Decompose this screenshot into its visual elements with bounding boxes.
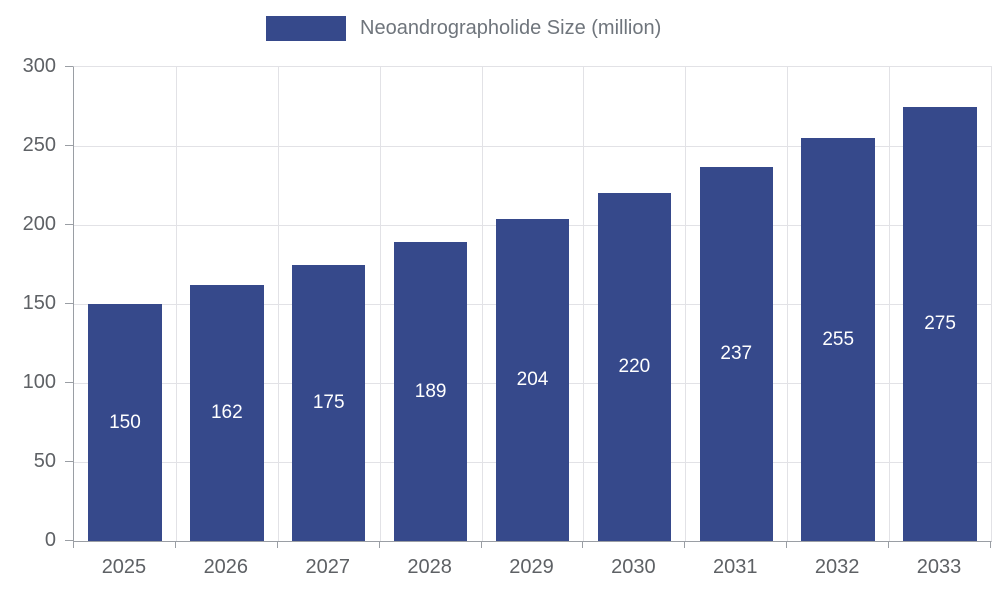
bar-value-label: 220 xyxy=(618,356,651,378)
y-tick-label: 50 xyxy=(33,450,56,472)
y-axis-tick xyxy=(65,145,73,146)
gridline-v xyxy=(685,67,687,541)
bar-value-label: 237 xyxy=(720,342,753,364)
x-tick-label: 2027 xyxy=(305,556,350,578)
x-axis-tick xyxy=(378,541,380,548)
plot-area: 150 162 175 189 204 220 237 255 275 xyxy=(73,66,992,542)
legend-label: Neoandrographolide Size (million) xyxy=(360,17,662,39)
x-axis-tick xyxy=(480,541,482,548)
x-axis-tick xyxy=(582,541,584,548)
bar-value-label: 175 xyxy=(312,391,345,413)
gridline-v xyxy=(481,67,483,541)
bar: 220 xyxy=(597,193,672,541)
x-axis-tick xyxy=(73,541,74,548)
bar: 204 xyxy=(495,218,570,541)
bar: 162 xyxy=(190,285,264,541)
gridline-v xyxy=(889,67,891,541)
x-axis-tick xyxy=(684,541,686,548)
gridline-v xyxy=(787,67,789,541)
bar: 150 xyxy=(88,304,162,541)
y-axis-tick xyxy=(65,224,73,225)
y-axis-tick xyxy=(65,382,73,383)
y-tick-label: 300 xyxy=(22,55,56,77)
x-axis-tick xyxy=(174,541,176,548)
y-tick-label: 250 xyxy=(22,134,56,156)
legend-swatch xyxy=(266,16,346,41)
bar: 189 xyxy=(393,242,468,541)
x-tick-label: 2026 xyxy=(203,556,249,578)
bar-value-label: 189 xyxy=(414,380,447,402)
bar-value-label: 275 xyxy=(924,312,956,334)
x-tick-label: 2030 xyxy=(611,556,656,578)
x-tick-label: 2033 xyxy=(916,556,962,578)
bar-value-label: 255 xyxy=(822,328,855,350)
gridline-v xyxy=(379,67,381,541)
bar-value-label: 150 xyxy=(109,411,141,433)
y-tick-label: 100 xyxy=(22,371,56,393)
y-tick-label: 0 xyxy=(44,529,56,551)
y-tick-label: 150 xyxy=(22,292,56,314)
y-axis-tick xyxy=(65,461,73,462)
x-tick-label: 2032 xyxy=(814,556,860,578)
y-tick-label: 200 xyxy=(22,213,56,235)
gridline-v xyxy=(175,67,177,541)
bar-value-label: 162 xyxy=(210,402,243,424)
gridline-v xyxy=(583,67,585,541)
x-axis-tick xyxy=(888,541,890,548)
x-tick-label: 2025 xyxy=(101,556,147,578)
x-tick-label: 2029 xyxy=(509,556,554,578)
x-axis-tick xyxy=(990,541,991,548)
gridline-h xyxy=(74,146,991,147)
bar: 255 xyxy=(801,138,875,541)
gridline-v xyxy=(277,67,279,541)
legend-item[interactable]: Neoandrographolide Size (million) xyxy=(266,16,661,41)
y-axis-tick xyxy=(65,303,73,304)
x-axis-tick xyxy=(786,541,788,548)
x-tick-label: 2031 xyxy=(713,556,758,578)
y-axis-tick xyxy=(65,540,73,541)
x-axis-tick xyxy=(276,541,278,548)
bar: 275 xyxy=(903,106,977,541)
x-tick-label: 2028 xyxy=(407,556,452,578)
bar-value-label: 204 xyxy=(516,368,549,390)
y-axis-tick xyxy=(65,66,73,67)
bar: 175 xyxy=(292,264,366,541)
bar: 237 xyxy=(699,166,773,541)
